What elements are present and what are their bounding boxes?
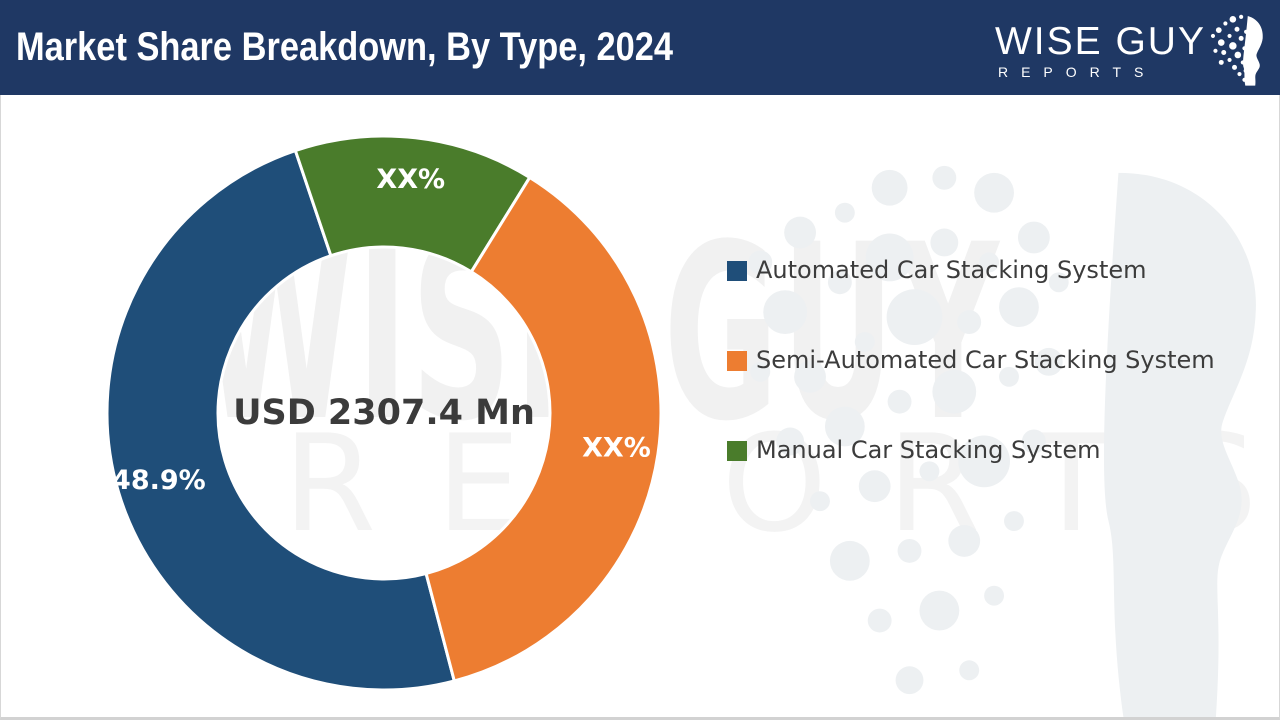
wiseguy-logo: WISE GUY REPORTS bbox=[995, 8, 1266, 92]
watermark-face bbox=[748, 165, 1256, 717]
legend-swatch bbox=[727, 350, 747, 371]
slice-label: XX% bbox=[582, 432, 651, 463]
page-title: Market Share Breakdown, By Type, 2024 bbox=[16, 25, 674, 69]
legend-label: Semi-Automated Car Stacking System bbox=[756, 346, 1215, 374]
legend-item: Semi-Automated Car Stacking System bbox=[727, 348, 1215, 373]
legend-item: Automated Car Stacking System bbox=[727, 258, 1215, 283]
logo-subtext: REPORTS bbox=[997, 64, 1157, 80]
donut-segment-semi-automated-car-stacking-system bbox=[424, 175, 663, 683]
slice-label: XX% bbox=[376, 164, 445, 195]
logo-face-icon bbox=[1210, 14, 1263, 86]
legend-label: Manual Car Stacking System bbox=[756, 436, 1101, 464]
chart-center-value: USD 2307.4 Mn bbox=[233, 393, 535, 433]
donut-segment-automated-car-stacking-system bbox=[105, 149, 456, 692]
legend: Automated Car Stacking System Semi-Autom… bbox=[727, 258, 1215, 463]
donut-chart: 48.9% XX% XX% bbox=[105, 134, 663, 692]
slice-label: 48.9% bbox=[112, 465, 206, 496]
legend-item: Manual Car Stacking System bbox=[727, 438, 1215, 463]
legend-swatch bbox=[727, 440, 747, 461]
watermark-subtext: REPORTS bbox=[283, 406, 1280, 562]
chart-area: WISE GUY REPORTS 48.9% XX% XX% USD 2307.4 … bbox=[0, 95, 1280, 720]
legend-swatch bbox=[727, 260, 747, 281]
header-bar: Market Share Breakdown, By Type, 2024 WI… bbox=[0, 0, 1280, 95]
legend-label: Automated Car Stacking System bbox=[756, 256, 1147, 284]
logo-wordmark: WISE GUY bbox=[994, 20, 1206, 63]
